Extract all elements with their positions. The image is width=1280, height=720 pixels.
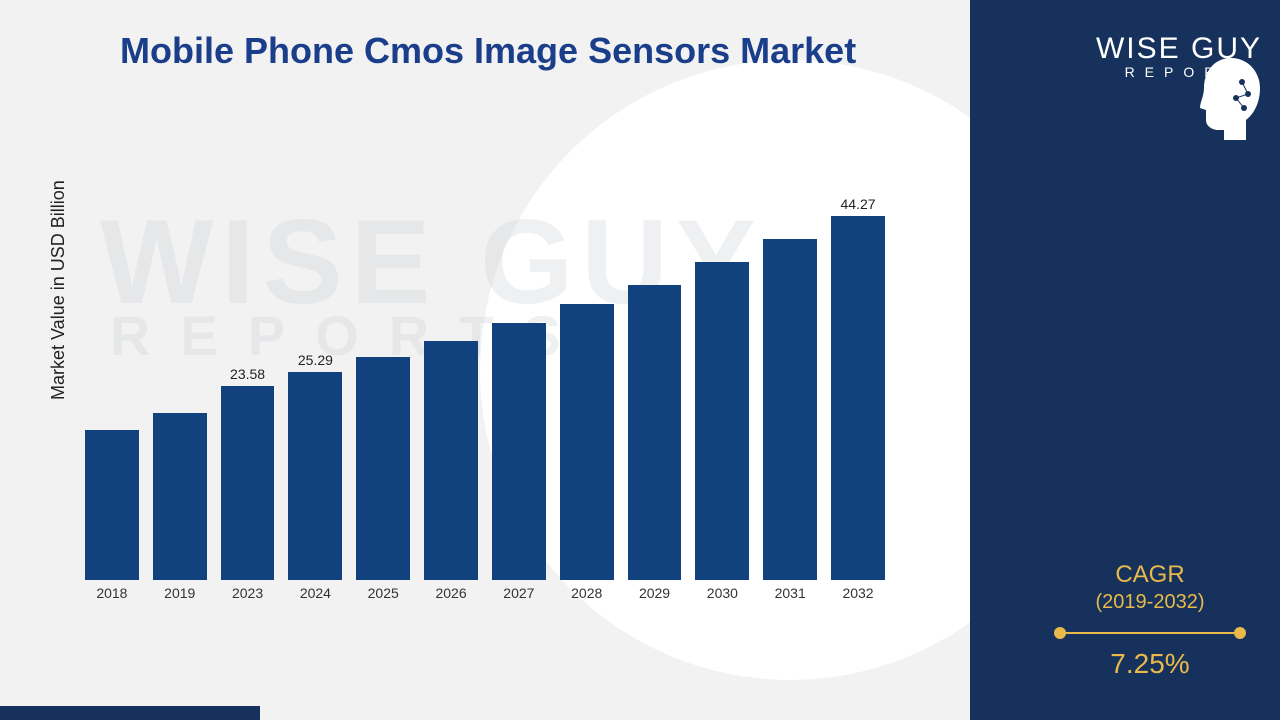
x-tick-label: 2019 (153, 585, 207, 601)
cagr-box: CAGR (2019-2032) 7.25% (1020, 561, 1280, 680)
x-axis-labels: 2018 2019 2023 2024 2025 2026 2027 2028 2029 2030… (85, 585, 885, 601)
bar-value-label: 25.29 (288, 352, 342, 368)
bar-wrap (695, 185, 749, 580)
bar-wrap (628, 185, 682, 580)
bars-container: 23.58 25.29 44.27 (85, 185, 885, 580)
head-icon (1196, 54, 1266, 144)
bar-wrap (424, 185, 478, 580)
x-tick-label: 2028 (560, 585, 614, 601)
bar-wrap (356, 185, 410, 580)
bar-wrap (85, 185, 139, 580)
x-tick-label: 2026 (424, 585, 478, 601)
x-tick-label: 2025 (356, 585, 410, 601)
cagr-divider (1060, 632, 1240, 634)
bar (221, 386, 275, 580)
bar (763, 239, 817, 580)
bar (85, 430, 139, 580)
bar-value-label: 44.27 (831, 196, 885, 212)
cagr-range: (2019-2032) (1020, 591, 1280, 614)
bar-value-label: 23.58 (221, 366, 275, 382)
brand-logo: WISE GUY REPORTS (1096, 32, 1262, 80)
x-tick-label: 2018 (85, 585, 139, 601)
bar-wrap (492, 185, 546, 580)
x-tick-label: 2027 (492, 585, 546, 601)
chart-area: 23.58 25.29 44.27 (85, 185, 885, 580)
cagr-title: CAGR (1020, 561, 1280, 589)
bar-wrap: 23.58 (221, 185, 275, 580)
bar (695, 262, 749, 580)
x-tick-label: 2029 (628, 585, 682, 601)
bar (288, 372, 342, 580)
bar (560, 304, 614, 580)
right-panel: WISE GUY REPORTS CAGR (2019-2032) 7.25% (970, 0, 1280, 720)
bar-wrap: 25.29 (288, 185, 342, 580)
bar (831, 216, 885, 580)
footer-accent-bar (0, 706, 260, 720)
bar-wrap (560, 185, 614, 580)
bar (628, 285, 682, 580)
bar (356, 357, 410, 580)
cagr-value: 7.25% (1020, 648, 1280, 680)
bar (492, 323, 546, 580)
chart-title: Mobile Phone Cmos Image Sensors Market (120, 30, 856, 71)
x-tick-label: 2031 (763, 585, 817, 601)
x-tick-label: 2024 (288, 585, 342, 601)
x-tick-label: 2032 (831, 585, 885, 601)
bar (424, 341, 478, 580)
bar (153, 413, 207, 580)
x-tick-label: 2023 (221, 585, 275, 601)
bar-wrap (763, 185, 817, 580)
chart-canvas: WISE GUY REPORTS CAGR (2019-2032) 7.25% … (0, 0, 1280, 720)
bar-wrap: 44.27 (831, 185, 885, 580)
y-axis-label: Market Value in USD Billion (48, 180, 69, 400)
bar-wrap (153, 185, 207, 580)
x-tick-label: 2030 (695, 585, 749, 601)
